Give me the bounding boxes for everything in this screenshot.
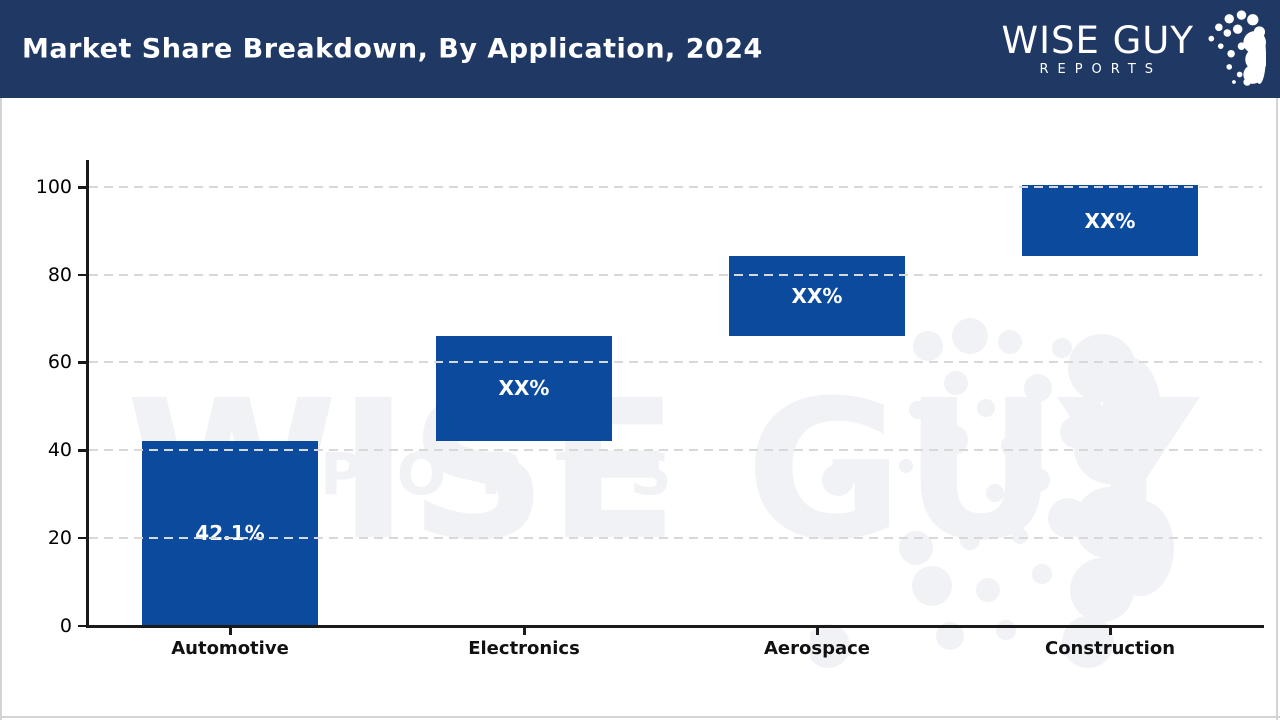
y-tick-20	[78, 536, 86, 540]
bar-value-label: XX%	[1084, 208, 1136, 233]
bar-value-label: XX%	[791, 283, 843, 308]
y-tick-100	[78, 186, 86, 189]
x-tick-label-automotive: Automotive	[171, 638, 289, 659]
bar-electronics: XX%	[436, 336, 612, 441]
x-tick-label-electronics: Electronics	[468, 638, 580, 659]
bar-construction: XX%	[1022, 185, 1198, 256]
y-tick-label-0: 0	[59, 614, 72, 637]
logo: WISE GUY REPORTS	[1002, 0, 1266, 98]
gridline-60	[89, 361, 1262, 364]
y-tick-80	[78, 273, 86, 277]
y-tick-60	[78, 361, 86, 364]
body-border-bottom	[0, 716, 1280, 718]
x-tick-construction	[1109, 627, 1112, 635]
x-tick-automotive	[229, 627, 232, 635]
y-tick-label-100: 100	[35, 176, 72, 198]
gridline-80	[89, 273, 1262, 276]
gridline-40	[89, 449, 1262, 452]
x-axis	[86, 625, 1264, 628]
logo-face-icon	[1208, 10, 1266, 86]
logo-line2: REPORTS	[1039, 62, 1163, 77]
bar-aerospace: XX%	[729, 255, 905, 337]
chart-title: Market Share Breakdown, By Application, …	[22, 33, 763, 65]
bar-automotive: 42.1%	[142, 440, 318, 626]
bar-value-label: 42.1%	[195, 521, 265, 546]
y-tick-40	[78, 449, 86, 452]
y-tick-label-60: 60	[47, 351, 72, 374]
watermark-face-icon	[810, 318, 1174, 668]
x-tick-label-construction: Construction	[1044, 638, 1176, 659]
logo-wordmark: WISE GUY REPORTS	[1002, 22, 1194, 76]
body-border-left	[0, 98, 2, 720]
y-tick-label-40: 40	[47, 439, 72, 462]
x-tick-label-aerospace: Aerospace	[763, 638, 870, 659]
x-tick-aerospace	[816, 627, 819, 635]
gridline-20	[89, 536, 1262, 539]
logo-line1: WISE GUY	[1001, 19, 1194, 62]
bar-value-label: XX%	[498, 376, 550, 401]
y-tick-label-20: 20	[47, 526, 72, 549]
y-tick-label-80: 80	[47, 263, 72, 286]
body-border-right	[1276, 98, 1278, 720]
x-tick-electronics	[523, 627, 526, 635]
y-axis	[86, 160, 89, 627]
gridline-100	[89, 186, 1262, 188]
y-tick-0	[78, 624, 86, 627]
header-bar: Market Share Breakdown, By Application, …	[0, 0, 1280, 98]
